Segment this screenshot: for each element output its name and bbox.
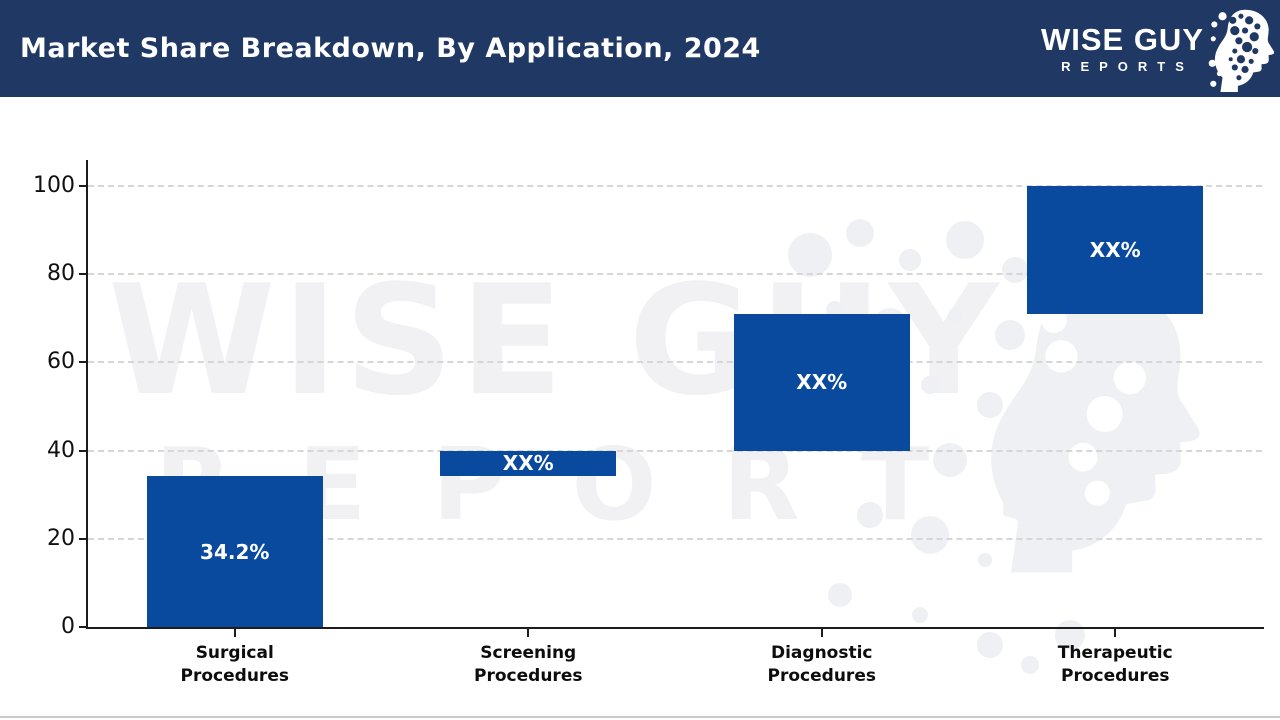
bar-value-label: XX% (796, 370, 848, 395)
category-label-line: Procedures (1061, 665, 1170, 686)
category-label-line: Procedures (767, 665, 876, 686)
wise-guy-logo: WISE GUY REPORTS (1041, 0, 1280, 97)
category-label-line: Procedures (180, 665, 289, 686)
category-label-line: Therapeutic (1057, 643, 1173, 663)
y-axis-tick-label: 20 (47, 525, 75, 551)
category-label-line: Diagnostic (770, 643, 873, 663)
y-axis-spine (86, 160, 88, 629)
grid-line (88, 185, 1262, 187)
footer-divider (0, 716, 1280, 718)
category-label: Surgical Procedures (105, 642, 365, 688)
category-label-line: Procedures (474, 665, 583, 686)
grid-line (88, 361, 1262, 364)
logo-text: WISE GUY REPORTS (1041, 24, 1204, 74)
y-axis-tick (79, 273, 88, 276)
y-axis-tick (79, 537, 88, 540)
grid-line (88, 273, 1262, 276)
x-axis-tick (820, 629, 823, 637)
bar-value-label: 34.2% (200, 539, 270, 564)
category-label: Therapeutic Procedures (985, 642, 1245, 688)
y-axis-tick (79, 626, 88, 628)
category-label-line: Surgical (195, 643, 274, 663)
logo-subtitle: REPORTS (1061, 58, 1194, 74)
waterfall-bar-segment: XX% (733, 313, 910, 451)
grid-line (88, 449, 1262, 452)
waterfall-bar-segment: XX% (440, 450, 617, 477)
grid-line (88, 537, 1262, 540)
waterfall-bar-segment: 34.2% (146, 476, 323, 627)
y-axis-tick-label: 40 (47, 437, 75, 463)
waterfall-bar-segment: XX% (1027, 186, 1204, 314)
x-axis-spine (86, 627, 1264, 629)
y-axis-tick (79, 361, 88, 364)
bar-value-label: XX% (502, 451, 554, 476)
category-label: Diagnostic Procedures (692, 642, 952, 688)
chart-plot-area: WISE GUY REPORTS 0 20 40 60 80 100 34.2% Surgic… (0, 97, 1280, 720)
y-axis-tick-label: 100 (33, 173, 75, 198)
y-axis-tick-label: 80 (47, 261, 75, 287)
header-banner: Market Share Breakdown, By Application, … (0, 0, 1280, 97)
y-axis-tick (79, 185, 88, 187)
category-label: Screening Procedures (398, 642, 658, 688)
bar-value-label: XX% (1089, 237, 1141, 262)
logo-wordmark: WISE GUY (1040, 21, 1204, 57)
logo-face-icon (1208, 9, 1275, 92)
page-title: Market Share Breakdown, By Application, … (20, 33, 761, 64)
x-axis-tick (527, 629, 530, 637)
y-axis-tick (79, 449, 88, 452)
category-label-line: Screening (480, 643, 577, 663)
x-axis-tick (1114, 629, 1117, 637)
x-axis-tick (233, 629, 236, 637)
y-axis-tick-label: 0 (61, 614, 75, 639)
y-axis-tick-label: 60 (47, 349, 75, 375)
